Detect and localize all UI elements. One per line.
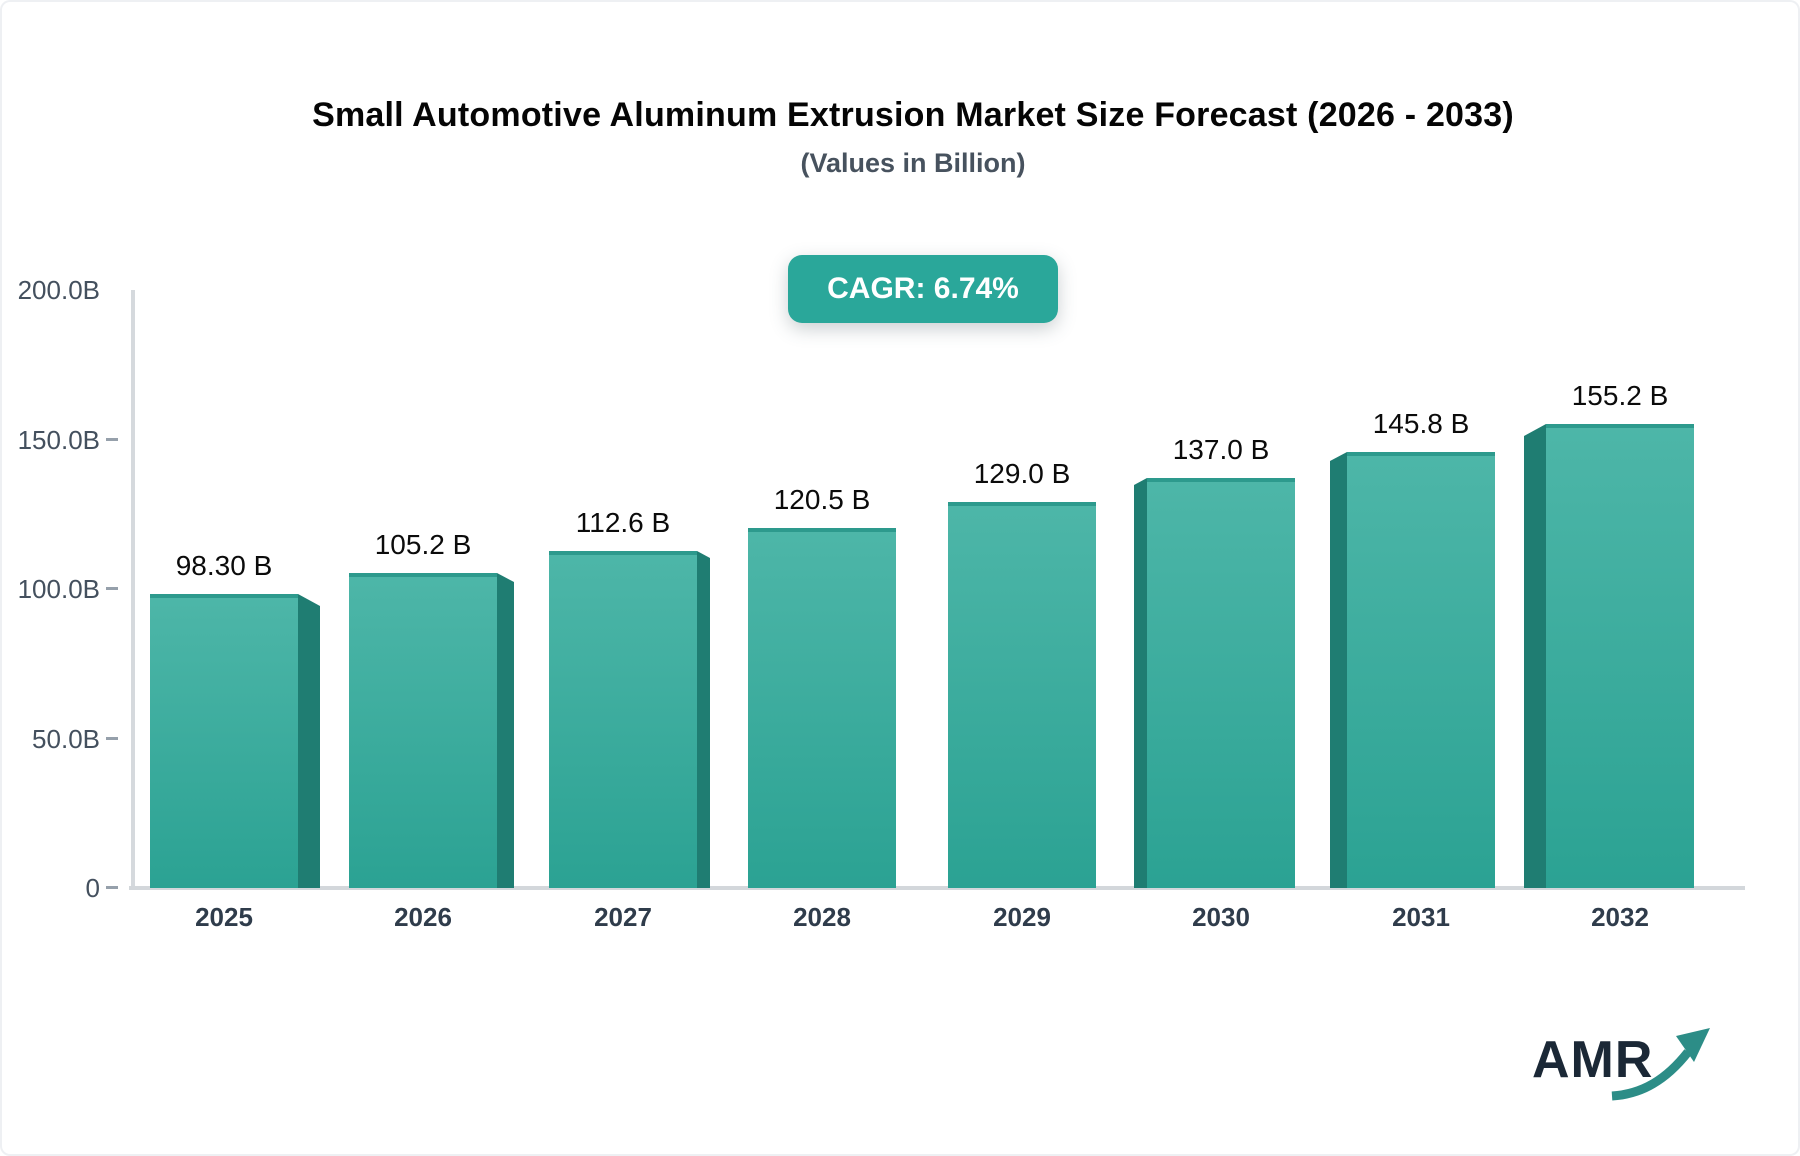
- bar-side-3d: [497, 573, 514, 888]
- y-tick-mark: [106, 886, 118, 889]
- y-tick-label: 0: [85, 873, 100, 903]
- bar-2029[interactable]: [948, 502, 1096, 888]
- bar-value-label: 105.2 B: [374, 529, 472, 560]
- x-tick-label-2026: 2026: [394, 902, 452, 932]
- bar-side-3d: [1524, 424, 1546, 888]
- x-tick-label-2031: 2031: [1392, 902, 1450, 932]
- bar-2027[interactable]: [549, 551, 697, 888]
- bar-side-3d: [697, 551, 710, 888]
- y-tick-label: 200.0B: [17, 275, 100, 305]
- bar-2026[interactable]: [349, 573, 497, 888]
- bar-value-label: 145.8 B: [1372, 408, 1470, 439]
- x-axis-line: [129, 886, 1745, 890]
- y-tick-label: 100.0B: [17, 574, 100, 604]
- y-tick-label: 150.0B: [17, 425, 100, 455]
- x-tick-label-2030: 2030: [1192, 902, 1250, 932]
- x-tick-label-2028: 2028: [793, 902, 851, 932]
- bar-2025[interactable]: [150, 594, 298, 888]
- bar-2028[interactable]: [748, 528, 896, 888]
- y-tick-mark: [106, 587, 118, 590]
- y-axis-line: [131, 290, 135, 888]
- chart-subtitle: (Values in Billion): [800, 148, 1026, 178]
- bar-value-label: 112.6 B: [575, 507, 671, 538]
- bar-2030[interactable]: [1147, 478, 1295, 888]
- bar-value-label: 129.0 B: [973, 458, 1071, 489]
- bar-2031[interactable]: [1347, 452, 1495, 888]
- y-tick-mark: [106, 737, 118, 740]
- bar-2032[interactable]: [1546, 424, 1694, 888]
- amr-logo-text: AMR: [1532, 1031, 1654, 1089]
- bar-value-label: 155.2 B: [1571, 380, 1669, 411]
- growth-arrow-icon: [1611, 1028, 1710, 1101]
- bar-side-3d: [1134, 478, 1147, 888]
- y-tick-label: 50.0B: [32, 724, 100, 754]
- bar-value-label: 120.5 B: [773, 484, 871, 515]
- y-tick-mark: [106, 438, 118, 441]
- cagr-badge: CAGR: 6.74%: [788, 255, 1058, 323]
- x-tick-label-2032: 2032: [1591, 902, 1649, 932]
- x-tick-label-2025: 2025: [195, 902, 253, 932]
- page-title: Small Automotive Aluminum Extrusion Mark…: [312, 96, 1514, 134]
- x-tick-label-2027: 2027: [594, 902, 652, 932]
- bar-side-3d: [1330, 452, 1347, 888]
- bar-side-3d: [298, 594, 320, 888]
- amr-logo: AMR: [1532, 1028, 1752, 1120]
- bar-value-label: 137.0 B: [1172, 434, 1270, 465]
- bar-value-label: 98.30 B: [175, 550, 273, 581]
- x-tick-label-2029: 2029: [993, 902, 1051, 932]
